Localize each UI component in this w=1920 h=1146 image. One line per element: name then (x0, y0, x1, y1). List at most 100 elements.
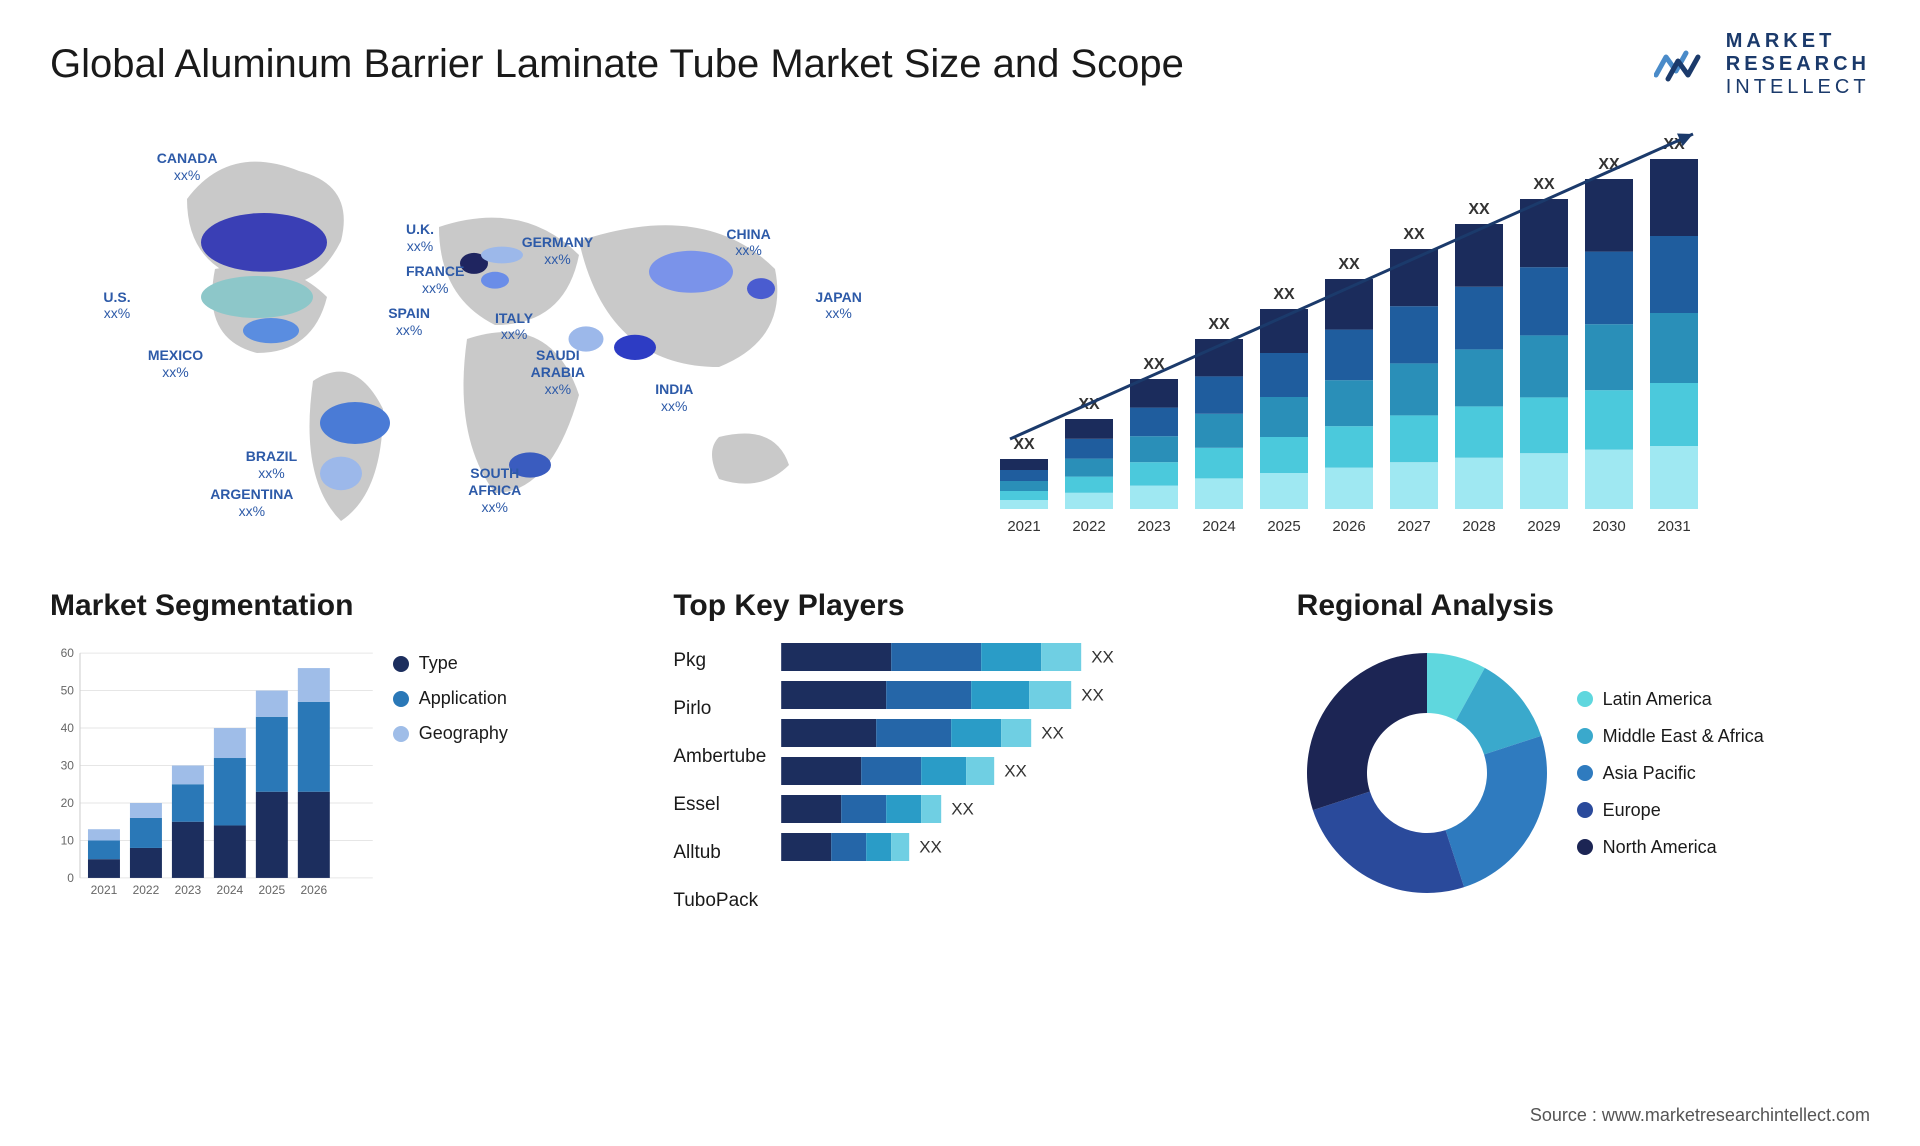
svg-text:XX: XX (1004, 762, 1027, 781)
legend-item: Latin America (1577, 689, 1764, 710)
map-label: ARGENTINAxx% (210, 486, 293, 520)
svg-text:2031: 2031 (1657, 518, 1690, 535)
svg-text:XX: XX (1403, 226, 1425, 243)
players-labels: PkgPirloAmbertubeEsselAlltubTuboPack (673, 643, 766, 925)
legend-item: North America (1577, 837, 1764, 858)
map-label: CHINAxx% (726, 226, 770, 260)
svg-text:XX: XX (1013, 436, 1035, 453)
svg-text:XX: XX (1273, 286, 1295, 303)
map-label: U.K.xx% (406, 221, 434, 255)
growth-svg: XX2021XX2022XX2023XX2024XX2025XX2026XX20… (980, 129, 1870, 549)
segmentation-legend: Type Application Geography (393, 643, 624, 903)
legend-label: Geography (419, 723, 508, 744)
map-label: SOUTHAFRICAxx% (468, 465, 521, 515)
legend-swatch (1577, 765, 1593, 781)
logo-text: MARKET RESEARCH INTELLECT (1726, 30, 1870, 99)
map-label: ITALYxx% (495, 310, 533, 344)
regional-panel: Regional Analysis Latin America Middle Ea… (1297, 589, 1870, 925)
svg-text:2022: 2022 (1072, 518, 1105, 535)
svg-text:2024: 2024 (1202, 518, 1235, 535)
growth-chart: XX2021XX2022XX2023XX2024XX2025XX2026XX20… (980, 129, 1870, 549)
logo-line2: RESEARCH (1726, 53, 1870, 76)
svg-text:2029: 2029 (1527, 518, 1560, 535)
regional-title: Regional Analysis (1297, 589, 1870, 623)
legend-swatch (1577, 728, 1593, 744)
svg-text:0: 0 (67, 871, 74, 885)
svg-text:XX: XX (1091, 648, 1114, 667)
legend-label: Latin America (1603, 689, 1712, 710)
segmentation-title: Market Segmentation (50, 589, 623, 623)
svg-text:2030: 2030 (1592, 518, 1625, 535)
bottom-row: Market Segmentation 01020304050602021202… (50, 589, 1870, 925)
legend-swatch (1577, 839, 1593, 855)
svg-text:30: 30 (61, 759, 75, 773)
svg-text:2024: 2024 (217, 883, 244, 897)
page-title: Global Aluminum Barrier Laminate Tube Ma… (50, 42, 1654, 87)
donut-legend: Latin America Middle East & Africa Asia Pa… (1577, 689, 1764, 858)
svg-text:XX: XX (1208, 316, 1230, 333)
svg-text:XX: XX (1338, 256, 1360, 273)
segmentation-panel: Market Segmentation 01020304050602021202… (50, 589, 623, 925)
logo-icon (1654, 45, 1714, 85)
legend-swatch (393, 656, 409, 672)
player-name: TuboPack (673, 887, 766, 915)
map-label: SPAINxx% (388, 305, 430, 339)
legend-item: Type (393, 653, 624, 674)
legend-label: North America (1603, 837, 1717, 858)
svg-text:2026: 2026 (1332, 518, 1365, 535)
legend-item: Europe (1577, 800, 1764, 821)
world-map: CANADAxx% U.S.xx% MEXICOxx% BRAZILxx% ARGENT… (50, 129, 940, 549)
legend-label: Application (419, 688, 507, 709)
legend-label: Europe (1603, 800, 1661, 821)
players-title: Top Key Players (673, 589, 1246, 623)
svg-text:XX: XX (1533, 176, 1555, 193)
legend-item: Asia Pacific (1577, 763, 1764, 784)
map-label: INDIAxx% (655, 381, 693, 415)
svg-text:XX: XX (919, 838, 942, 857)
donut-chart (1297, 643, 1557, 903)
svg-text:10: 10 (61, 833, 75, 847)
source-text: Source : www.marketresearchintellect.com (1530, 1105, 1870, 1126)
map-label: MEXICOxx% (148, 347, 203, 381)
svg-text:60: 60 (61, 646, 75, 660)
segmentation-chart: 0102030405060202120222023202420252026 (50, 643, 373, 903)
map-label: BRAZILxx% (246, 448, 297, 482)
svg-text:2021: 2021 (91, 883, 118, 897)
top-row: CANADAxx% U.S.xx% MEXICOxx% BRAZILxx% ARGENT… (50, 129, 1870, 549)
players-chart: XX XX XX XX XX XX (781, 643, 1246, 903)
svg-text:2026: 2026 (300, 883, 327, 897)
legend-label: Asia Pacific (1603, 763, 1696, 784)
svg-text:XX: XX (1041, 724, 1064, 743)
svg-text:2023: 2023 (175, 883, 202, 897)
svg-text:2023: 2023 (1137, 518, 1170, 535)
player-name: Ambertube (673, 743, 766, 771)
player-name: Alltub (673, 839, 766, 867)
map-label: JAPANxx% (815, 289, 861, 323)
svg-text:2021: 2021 (1007, 518, 1040, 535)
logo-line3: INTELLECT (1726, 76, 1870, 99)
map-label: CANADAxx% (157, 150, 218, 184)
svg-text:2022: 2022 (133, 883, 160, 897)
legend-swatch (1577, 691, 1593, 707)
svg-text:2025: 2025 (1267, 518, 1300, 535)
legend-label: Type (419, 653, 458, 674)
legend-swatch (1577, 802, 1593, 818)
player-name: Pkg (673, 647, 766, 675)
legend-swatch (393, 691, 409, 707)
legend-label: Middle East & Africa (1603, 726, 1764, 747)
svg-text:2028: 2028 (1462, 518, 1495, 535)
svg-text:2025: 2025 (259, 883, 286, 897)
map-label: U.S.xx% (103, 289, 130, 323)
map-label: GERMANYxx% (522, 234, 594, 268)
svg-text:XX: XX (1081, 686, 1104, 705)
svg-text:XX: XX (951, 800, 974, 819)
svg-text:2027: 2027 (1397, 518, 1430, 535)
logo: MARKET RESEARCH INTELLECT (1654, 30, 1870, 99)
logo-line1: MARKET (1726, 30, 1870, 53)
legend-item: Middle East & Africa (1577, 726, 1764, 747)
legend-item: Geography (393, 723, 624, 744)
legend-swatch (393, 726, 409, 742)
svg-text:40: 40 (61, 721, 75, 735)
svg-text:50: 50 (61, 684, 75, 698)
player-name: Pirlo (673, 695, 766, 723)
